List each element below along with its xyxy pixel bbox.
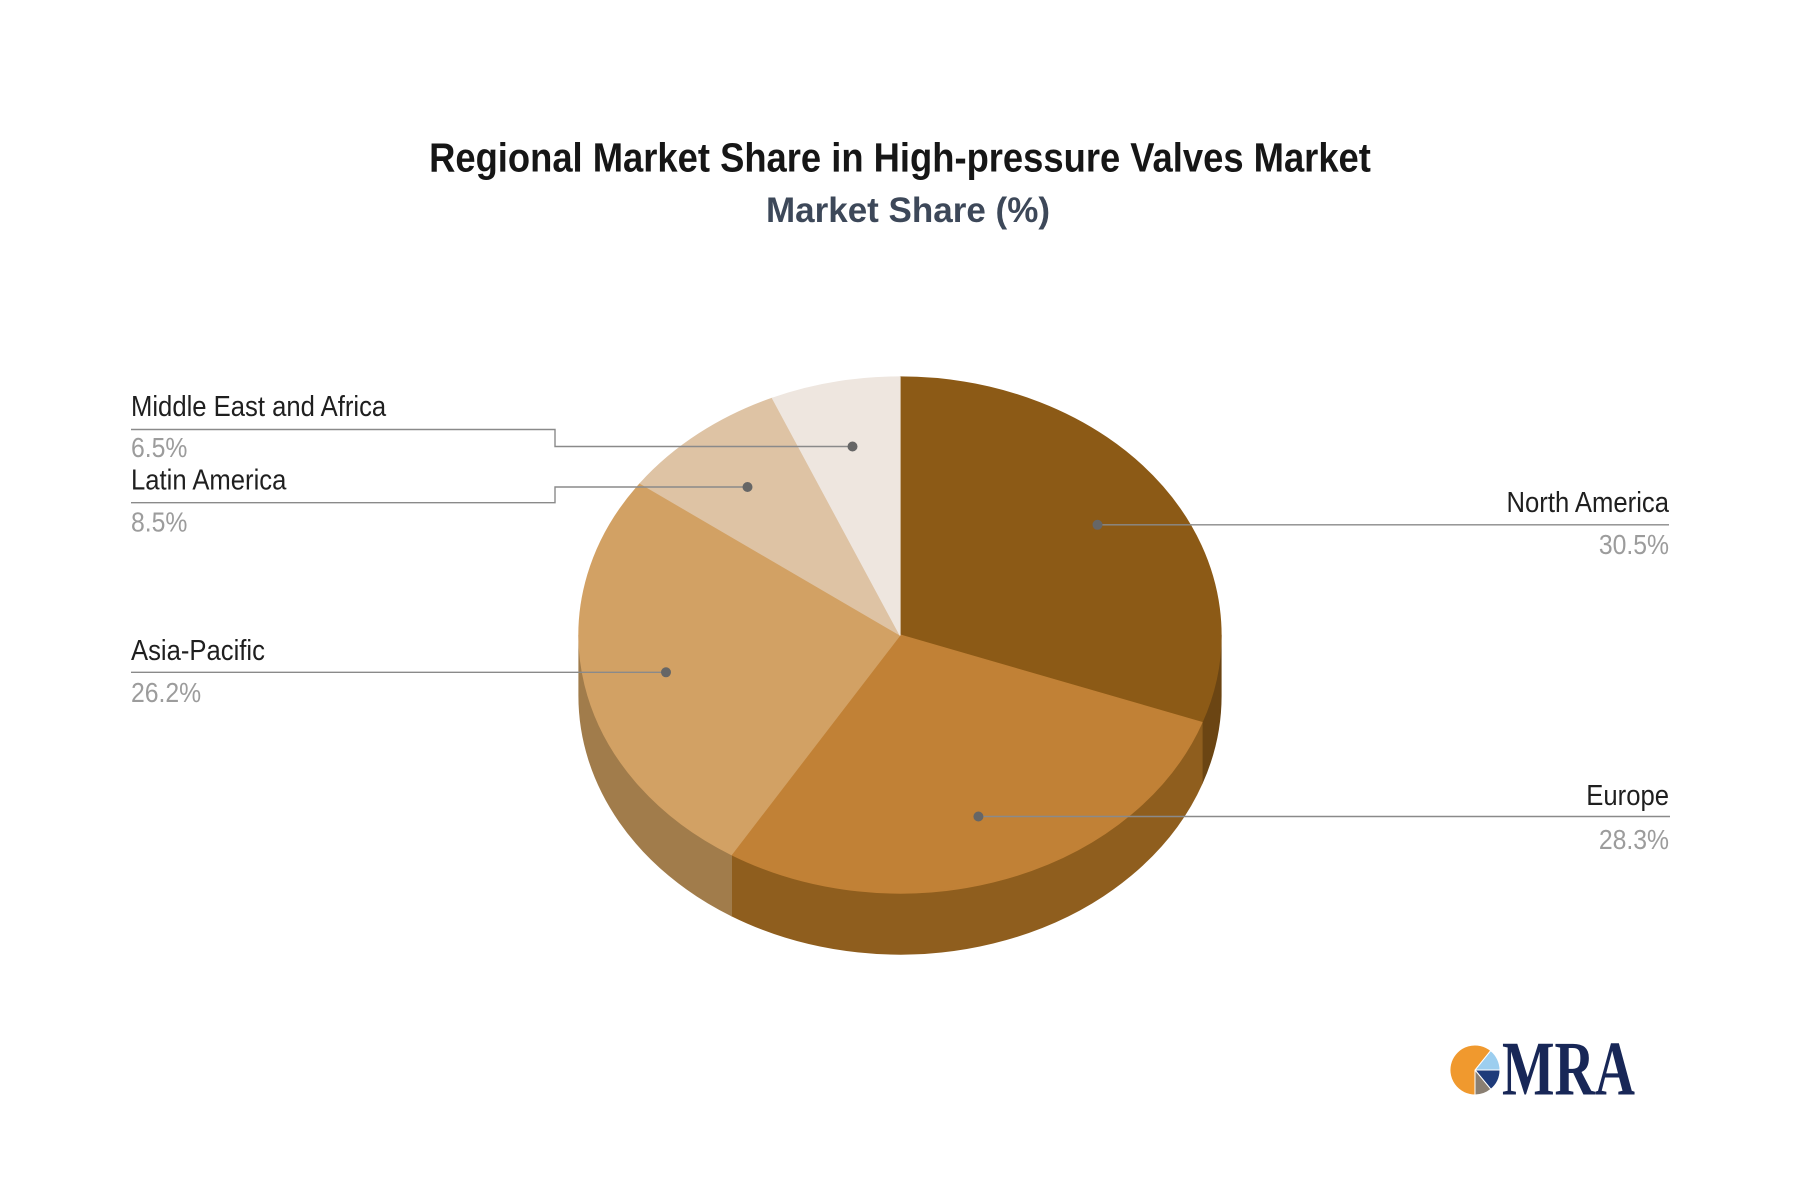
svg-text:Regional Market Share in High-: Regional Market Share in High-pressure V… [429,135,1371,180]
svg-text:MRA: MRA [1502,1026,1635,1112]
svg-text:Market Share (%): Market Share (%) [766,191,1050,230]
svg-text:Europe: Europe [1586,779,1669,812]
svg-text:Middle East and Africa: Middle East and Africa [131,390,387,423]
svg-text:30.5%: 30.5% [1599,529,1669,561]
svg-text:6.5%: 6.5% [131,432,187,464]
svg-text:26.2%: 26.2% [131,677,201,709]
svg-text:North America: North America [1506,486,1669,519]
svg-text:Latin America: Latin America [131,463,287,496]
svg-text:28.3%: 28.3% [1599,824,1669,856]
svg-text:Asia-Pacific: Asia-Pacific [131,634,265,667]
svg-text:8.5%: 8.5% [131,506,187,538]
